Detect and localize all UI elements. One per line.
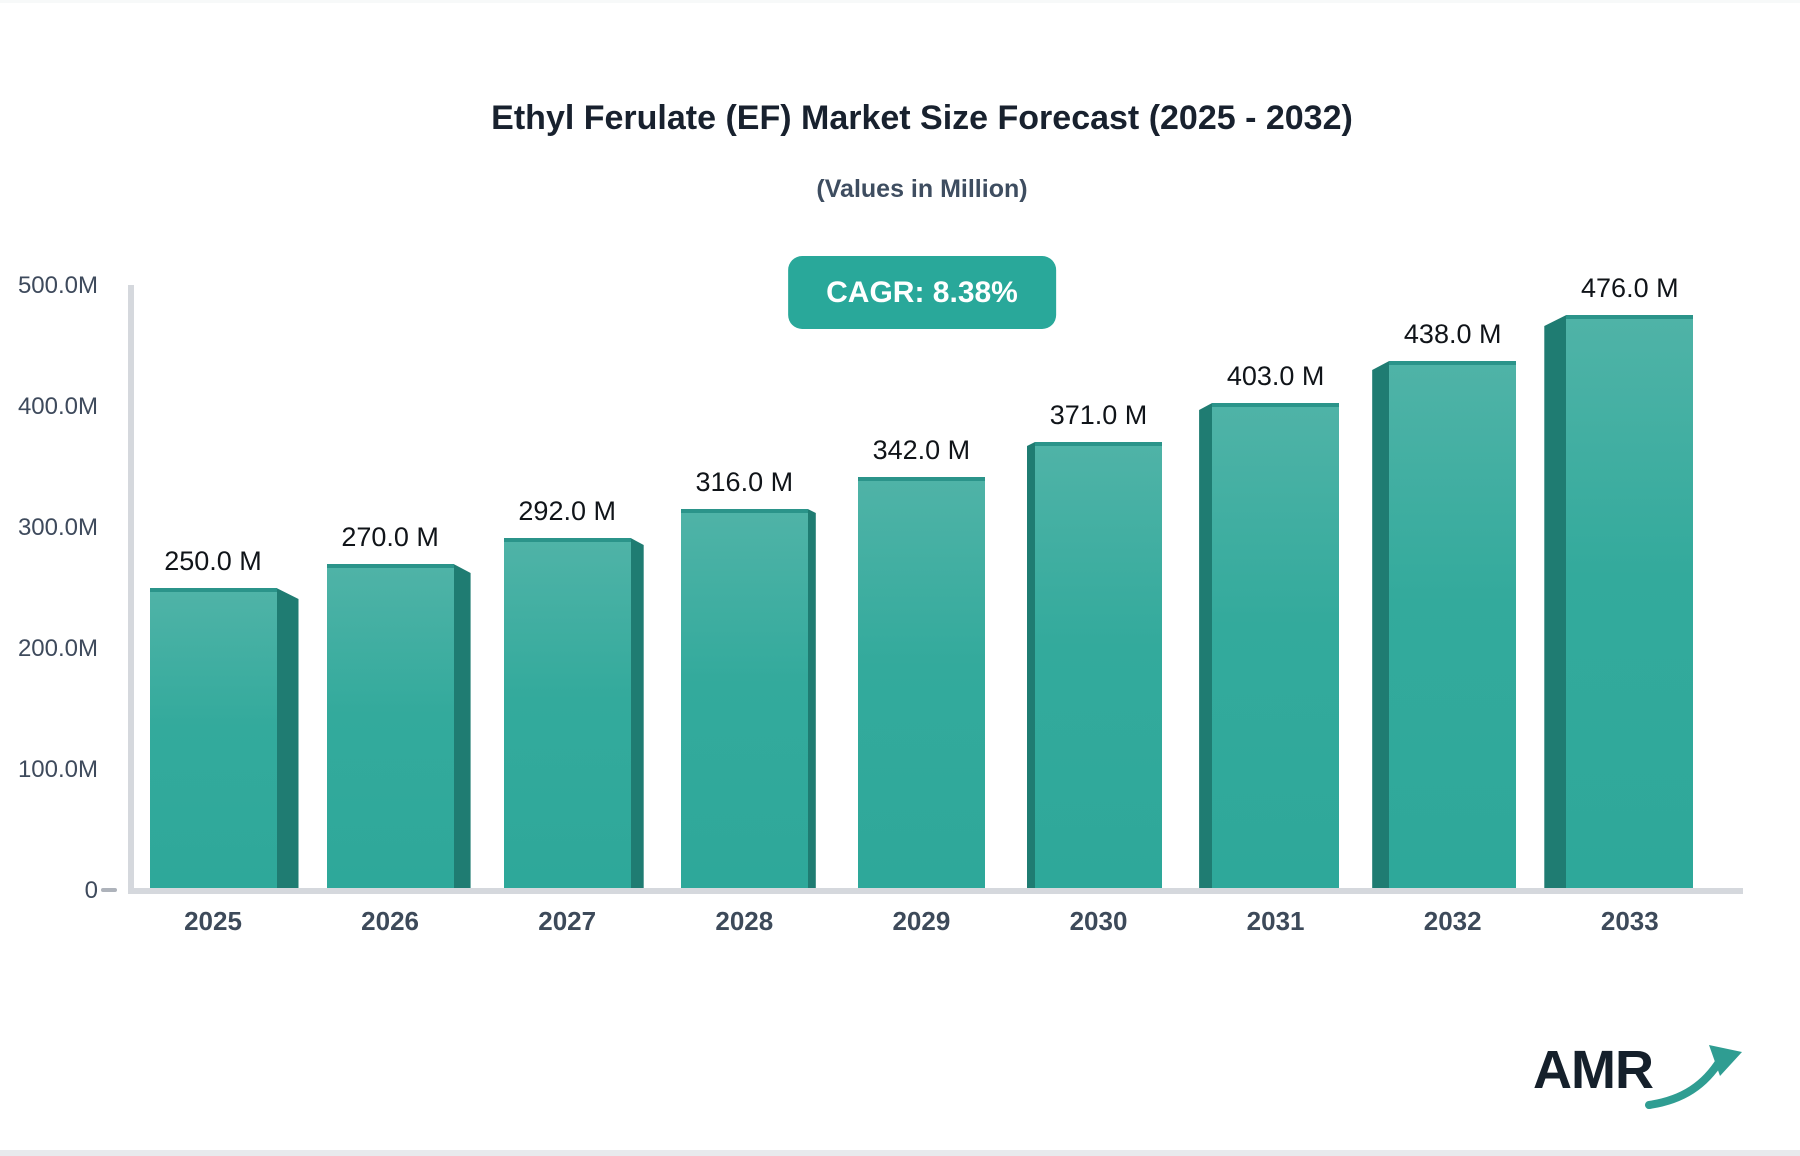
y-axis-label: 100.0M: [17, 756, 98, 783]
x-axis-line: [128, 888, 1743, 894]
x-axis-label-2026: 2026: [361, 906, 420, 936]
x-axis-label-2031: 2031: [1246, 906, 1305, 936]
bar-value-label: 438.0 M: [1403, 319, 1502, 349]
bar-2026[interactable]: [326, 564, 454, 891]
bar-2028[interactable]: [680, 509, 808, 891]
x-axis-label-2027: 2027: [538, 906, 597, 936]
bar-value-label: 476.0 M: [1581, 273, 1679, 303]
x-axis-label-2029: 2029: [892, 906, 951, 936]
bar-3d-side: [1199, 403, 1213, 891]
bar-value-label: 316.0 M: [695, 467, 794, 497]
bar-value-label: 250.0 M: [164, 546, 262, 576]
x-axis-label-2025: 2025: [184, 906, 242, 936]
amr-logo: AMR: [1533, 1039, 1742, 1109]
bar-3d-side: [1027, 442, 1035, 891]
bar-3d-side: [1544, 315, 1567, 891]
bar-2027[interactable]: [503, 538, 631, 891]
x-axis-label-2030: 2030: [1069, 906, 1128, 936]
bar-value-label: 371.0 M: [1049, 400, 1148, 430]
plot-area: 500.0M 400.0M 300.0M 200.0M 100.0M 0 250.0 M 20…: [0, 3, 1800, 1156]
bar-value-label: 270.0 M: [341, 522, 439, 552]
y-axis-label: 300.0M: [17, 514, 98, 541]
x-axis-label-2032: 2032: [1423, 906, 1482, 936]
chart-title: Ethyl Ferulate (EF) Market Size Forecast…: [491, 99, 1353, 137]
bar-value-label: 342.0 M: [872, 435, 971, 465]
bottom-edge-strip: [0, 1150, 1800, 1156]
y-axis-line: [128, 285, 134, 894]
zero-tick-dash: [101, 888, 117, 892]
bar-2029[interactable]: [857, 477, 985, 891]
bar-2025[interactable]: [149, 588, 277, 891]
growth-arrow-icon: [1645, 1045, 1742, 1109]
bar-value-label: 292.0 M: [518, 496, 616, 526]
bar-3d-side: [276, 588, 299, 891]
chart-subtitle: (Values in Million): [816, 175, 1028, 203]
bar-3d-side: [630, 538, 644, 891]
bar-2032[interactable]: [1389, 361, 1517, 891]
cagr-badge: CAGR: 8.38%: [788, 256, 1056, 329]
y-axis-label: 400.0M: [17, 393, 98, 420]
bar-value-label: 403.0 M: [1226, 361, 1325, 391]
y-axis-label: 500.0M: [17, 272, 98, 299]
bar-3d-side: [453, 564, 471, 891]
x-axis-label-2028: 2028: [715, 906, 774, 936]
y-axis-label: 200.0M: [17, 635, 98, 662]
bar-3d-side: [1372, 361, 1390, 891]
y-axis-label: 0: [84, 877, 98, 904]
bar-2033[interactable]: [1566, 315, 1694, 891]
bar-2031[interactable]: [1212, 403, 1340, 891]
x-axis-label-2033: 2033: [1600, 906, 1659, 936]
bar-2030[interactable]: [1035, 442, 1162, 891]
bar-3d-side: [807, 509, 816, 891]
amr-logo-text: AMR: [1533, 1040, 1654, 1100]
